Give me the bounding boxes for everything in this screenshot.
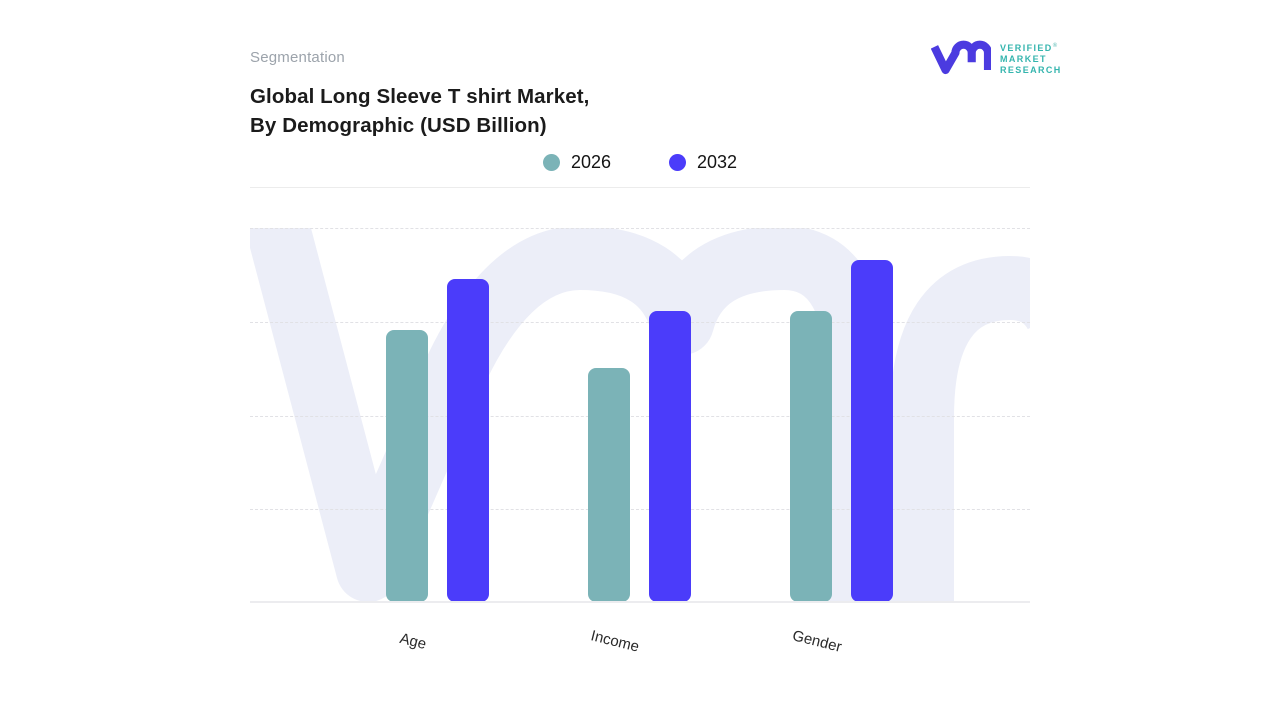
registered-mark: ® (1052, 42, 1058, 49)
x-axis-label-income: Income (588, 627, 641, 656)
x-axis-labels: Age Income Gender (250, 627, 1030, 671)
vmr-logo-icon (931, 40, 991, 75)
gridline (250, 321, 1030, 323)
bar-gender-2026 (790, 311, 832, 602)
bar-age-2026 (386, 330, 428, 602)
gridline (250, 415, 1030, 417)
vmr-logo-wordmark: VERIFIED® MARKET RESEARCH (1000, 41, 1062, 76)
logo-word-verified: VERIFIED (1000, 42, 1053, 53)
plot-area (250, 228, 1030, 603)
gridline (250, 509, 1030, 511)
bar-income-2032 (649, 311, 691, 602)
x-axis-label-age: Age (397, 630, 428, 653)
legend-swatch-2032 (669, 153, 686, 171)
legend-item-2032: 2032 (669, 152, 737, 173)
chart-title: Global Long Sleeve T shirt Market, By De… (250, 82, 589, 140)
x-axis-line (250, 601, 1030, 603)
gridline (250, 228, 1030, 229)
legend-label-2032: 2032 (697, 151, 738, 172)
legend: 2026 2032 (250, 149, 1030, 175)
logo-word-research: RESEARCH (1000, 64, 1062, 75)
vmr-watermark-icon (250, 228, 1030, 603)
legend-item-2026: 2026 (542, 151, 611, 173)
header-divider (250, 187, 1030, 188)
bar-gender-2032 (851, 260, 893, 602)
logo-word-market: MARKET (1000, 53, 1047, 64)
legend-label-2026: 2026 (570, 151, 611, 172)
kicker-label: Segmentation (250, 49, 345, 66)
chart-title-line1: Global Long Sleeve T shirt Market, (250, 85, 590, 108)
vmr-logo: VERIFIED® MARKET RESEARCH (931, 39, 1062, 77)
legend-swatch-2026 (542, 153, 560, 171)
x-axis-label-gender: Gender (790, 627, 843, 656)
bar-age-2032 (447, 279, 489, 602)
bar-income-2026 (588, 368, 630, 602)
chart-title-line2: By Demographic (USD Billion) (250, 114, 547, 137)
